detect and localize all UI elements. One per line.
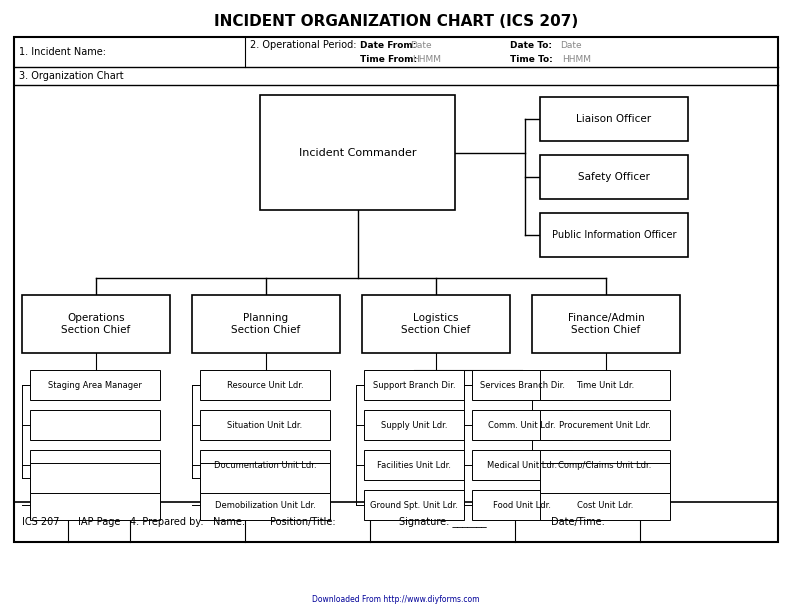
Text: Medical Unit Ldr.: Medical Unit Ldr.: [487, 460, 557, 469]
Bar: [540, 463, 670, 493]
Text: Incident Commander: Incident Commander: [299, 147, 417, 157]
Text: 4. Prepared by:   Name:: 4. Prepared by: Name:: [130, 517, 245, 527]
Text: Date: Date: [410, 40, 432, 50]
Text: Situation Unit Ldr.: Situation Unit Ldr.: [227, 420, 303, 430]
Text: 3. Organization Chart: 3. Organization Chart: [19, 71, 124, 81]
Text: Downloaded From http://www.diyforms.com: Downloaded From http://www.diyforms.com: [312, 595, 480, 605]
Text: Documentation Unit Ldr.: Documentation Unit Ldr.: [214, 460, 316, 469]
Bar: [22, 295, 170, 353]
Bar: [472, 490, 572, 520]
Text: Date/Time:: Date/Time:: [550, 517, 604, 527]
Bar: [532, 295, 680, 353]
Text: Comm. Unit Ldr.: Comm. Unit Ldr.: [488, 420, 556, 430]
Bar: [364, 450, 464, 480]
Text: Position/Title:: Position/Title:: [270, 517, 335, 527]
Text: INCIDENT ORGANIZATION CHART (ICS 207): INCIDENT ORGANIZATION CHART (ICS 207): [214, 15, 578, 29]
Bar: [30, 450, 160, 480]
Text: ICS 207: ICS 207: [22, 517, 59, 527]
Bar: [362, 295, 510, 353]
Bar: [192, 295, 340, 353]
Text: Procurement Unit Ldr.: Procurement Unit Ldr.: [559, 420, 651, 430]
Text: Supply Unit Ldr.: Supply Unit Ldr.: [381, 420, 447, 430]
Text: Public Information Officer: Public Information Officer: [552, 230, 676, 240]
Bar: [540, 370, 670, 400]
Text: Logistics
Section Chief: Logistics Section Chief: [402, 313, 470, 335]
Bar: [30, 463, 160, 493]
Text: Liaison Officer: Liaison Officer: [577, 114, 652, 124]
Bar: [200, 463, 330, 493]
Bar: [540, 155, 688, 199]
Text: Support Branch Dir.: Support Branch Dir.: [373, 381, 455, 389]
Text: Staging Area Manager: Staging Area Manager: [48, 381, 142, 389]
Bar: [200, 490, 330, 520]
Text: Ground Spt. Unit Ldr.: Ground Spt. Unit Ldr.: [370, 501, 458, 510]
Bar: [364, 370, 464, 400]
Text: Date: Date: [560, 40, 581, 50]
Bar: [472, 370, 572, 400]
Text: HHMM: HHMM: [412, 54, 441, 64]
Bar: [200, 370, 330, 400]
Bar: [472, 450, 572, 480]
Text: Safety Officer: Safety Officer: [578, 172, 650, 182]
Text: Food Unit Ldr.: Food Unit Ldr.: [493, 501, 551, 510]
Bar: [540, 410, 670, 440]
Text: Time To:: Time To:: [510, 54, 553, 64]
Bar: [472, 410, 572, 440]
Text: Resource Unit Ldr.: Resource Unit Ldr.: [227, 381, 303, 389]
Bar: [540, 213, 688, 257]
Text: Date To:: Date To:: [510, 40, 552, 50]
Text: Cost Unit Ldr.: Cost Unit Ldr.: [577, 501, 633, 510]
Bar: [540, 450, 670, 480]
Text: IAP Page: IAP Page: [78, 517, 120, 527]
Text: Facilities Unit Ldr.: Facilities Unit Ldr.: [377, 460, 451, 469]
Text: Planning
Section Chief: Planning Section Chief: [231, 313, 301, 335]
Text: Time From:: Time From:: [360, 54, 417, 64]
Text: Time Unit Ldr.: Time Unit Ldr.: [576, 381, 634, 389]
Text: Finance/Admin
Section Chief: Finance/Admin Section Chief: [568, 313, 645, 335]
Bar: [540, 490, 670, 520]
Bar: [540, 97, 688, 141]
Text: 1. Incident Name:: 1. Incident Name:: [19, 47, 106, 57]
Text: Signature: _______: Signature: _______: [398, 517, 486, 528]
Text: Date From:: Date From:: [360, 40, 417, 50]
Bar: [200, 450, 330, 480]
Bar: [30, 490, 160, 520]
Text: Operations
Section Chief: Operations Section Chief: [61, 313, 131, 335]
Bar: [364, 410, 464, 440]
Bar: [200, 410, 330, 440]
Bar: [260, 95, 455, 210]
Text: Comp/Claims Unit Ldr.: Comp/Claims Unit Ldr.: [558, 460, 652, 469]
Text: 2. Operational Period:: 2. Operational Period:: [250, 40, 356, 50]
Text: Services Branch Dir.: Services Branch Dir.: [479, 381, 565, 389]
Text: HHMM: HHMM: [562, 54, 591, 64]
Bar: [30, 410, 160, 440]
Bar: [364, 490, 464, 520]
Bar: [14, 37, 778, 542]
Bar: [30, 370, 160, 400]
Text: Demobilization Unit Ldr.: Demobilization Unit Ldr.: [215, 501, 315, 510]
